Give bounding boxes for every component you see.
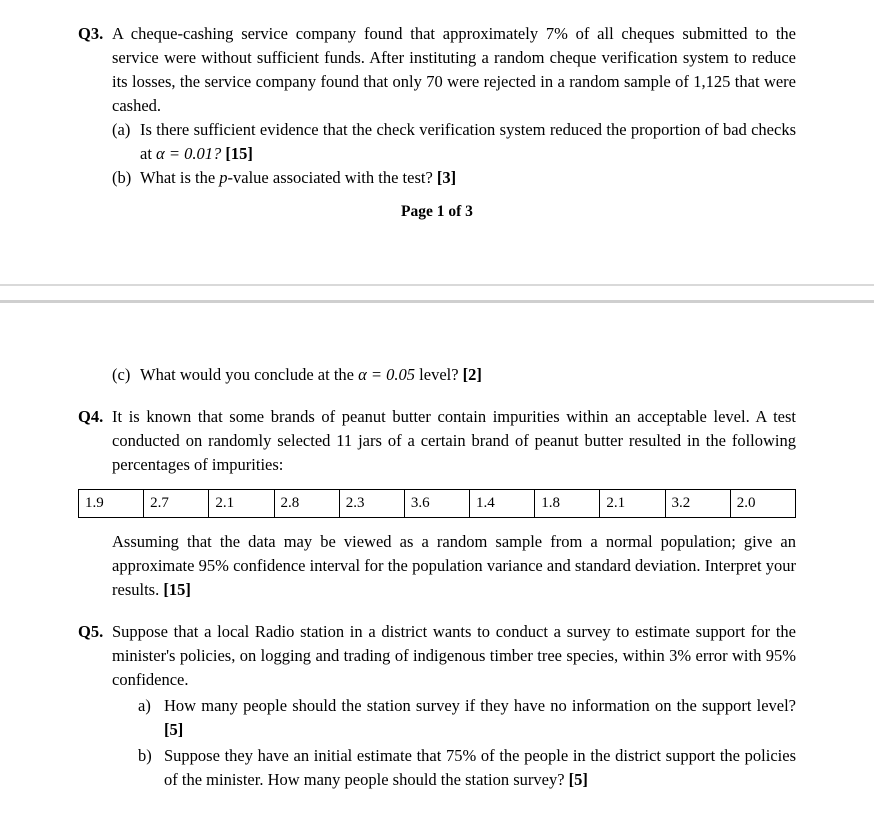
table-row: 1.9 2.7 2.1 2.8 2.3 3.6 1.4 1.8 2.1 3.2 … bbox=[79, 489, 796, 518]
q3-b-pvalue: p bbox=[219, 168, 227, 187]
q3-a-alpha: α = 0.01? bbox=[156, 144, 221, 163]
q5-b-marks: [5] bbox=[565, 770, 588, 789]
q4-head: Q4. It is known that some brands of pean… bbox=[78, 405, 796, 477]
q3-b: (b) What is the p-value associated with … bbox=[112, 166, 796, 190]
table-cell: 1.8 bbox=[535, 489, 600, 518]
page-break-divider bbox=[0, 284, 874, 303]
q3-label: Q3. bbox=[78, 22, 112, 189]
q5-b-body: Suppose they have an initial estimate th… bbox=[164, 744, 796, 792]
question-3: Q3. A cheque-cashing service company fou… bbox=[78, 22, 796, 189]
table-cell: 2.3 bbox=[339, 489, 404, 518]
q5-a-marks: [5] bbox=[164, 720, 183, 739]
q5-a-text: How many people should the station surve… bbox=[164, 696, 796, 715]
table-cell: 2.7 bbox=[144, 489, 209, 518]
table-cell: 2.1 bbox=[600, 489, 665, 518]
q5-label: Q5. bbox=[78, 620, 112, 692]
q3-text: A cheque-cashing service company found t… bbox=[112, 24, 796, 115]
q3-c-wrap: (c) What would you conclude at the α = 0… bbox=[78, 363, 796, 387]
q4-body: It is known that some brands of peanut b… bbox=[112, 405, 796, 477]
q3-c-label: (c) bbox=[112, 363, 140, 387]
q4-after-marks: [15] bbox=[159, 580, 191, 599]
table-cell: 2.1 bbox=[209, 489, 274, 518]
q3-sub-list: (a) Is there sufficient evidence that th… bbox=[112, 118, 796, 190]
q4-label: Q4. bbox=[78, 405, 112, 477]
q3-b-marks: [3] bbox=[433, 168, 456, 187]
q3-c-body: What would you conclude at the α = 0.05 … bbox=[140, 363, 796, 387]
q4-after-text: Assuming that the data may be viewed as … bbox=[78, 530, 796, 602]
q5-a-body: How many people should the station surve… bbox=[164, 694, 796, 742]
q5-b-label: b) bbox=[138, 744, 164, 792]
q5-b-text: Suppose they have an initial estimate th… bbox=[164, 746, 796, 789]
q3-b-label: (b) bbox=[112, 166, 140, 190]
q4-data-table: 1.9 2.7 2.1 2.8 2.3 3.6 1.4 1.8 2.1 3.2 … bbox=[78, 489, 796, 519]
q3-head: Q3. A cheque-cashing service company fou… bbox=[78, 22, 796, 189]
q3-b-text2: -value associated with the test? bbox=[228, 168, 433, 187]
table-cell: 3.6 bbox=[404, 489, 469, 518]
q5-body: Suppose that a local Radio station in a … bbox=[112, 620, 796, 692]
q3-a-body: Is there sufficient evidence that the ch… bbox=[140, 118, 796, 166]
q5-b: b) Suppose they have an initial estimate… bbox=[138, 744, 796, 792]
q3-a-marks: [15] bbox=[221, 144, 253, 163]
q3-b-text: What is the bbox=[140, 168, 219, 187]
table-cell: 3.2 bbox=[665, 489, 730, 518]
q4-after-body: Assuming that the data may be viewed as … bbox=[112, 532, 796, 599]
q5-a-label: a) bbox=[138, 694, 164, 742]
table-cell: 2.0 bbox=[730, 489, 795, 518]
page-indicator: Page 1 of 3 bbox=[78, 201, 796, 223]
q5-sub-list: a) How many people should the station su… bbox=[78, 694, 796, 792]
q3-c-marks: [2] bbox=[459, 365, 482, 384]
document-page: Q3. A cheque-cashing service company fou… bbox=[0, 0, 874, 824]
table-cell: 1.9 bbox=[79, 489, 144, 518]
q3-a-label: (a) bbox=[112, 118, 140, 166]
q3-c-text2: level? bbox=[415, 365, 459, 384]
table-cell: 2.8 bbox=[274, 489, 339, 518]
q3-a: (a) Is there sufficient evidence that th… bbox=[112, 118, 796, 166]
question-5: Q5. Suppose that a local Radio station i… bbox=[78, 620, 796, 791]
q5-a: a) How many people should the station su… bbox=[138, 694, 796, 742]
q3-c-alpha: α = 0.05 bbox=[358, 365, 415, 384]
table-cell: 1.4 bbox=[470, 489, 535, 518]
q3-body: A cheque-cashing service company found t… bbox=[112, 22, 796, 189]
q3-b-body: What is the p-value associated with the … bbox=[140, 166, 796, 190]
q3-c-text: What would you conclude at the bbox=[140, 365, 358, 384]
q5-head: Q5. Suppose that a local Radio station i… bbox=[78, 620, 796, 692]
q3-c: (c) What would you conclude at the α = 0… bbox=[112, 363, 796, 387]
question-4: Q4. It is known that some brands of pean… bbox=[78, 405, 796, 477]
